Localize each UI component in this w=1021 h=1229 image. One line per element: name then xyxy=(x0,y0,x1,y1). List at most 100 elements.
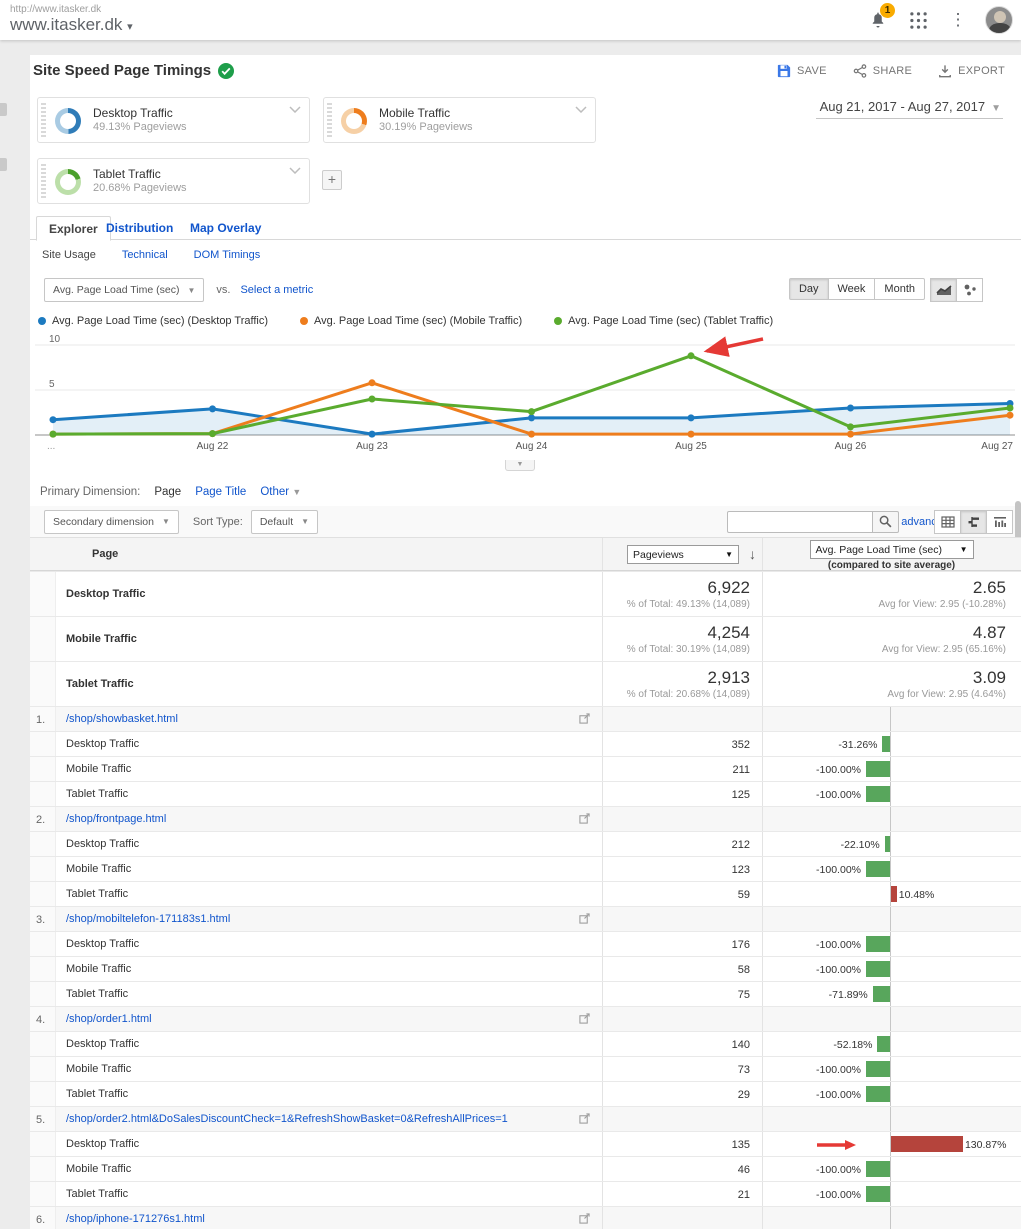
subtab-technical[interactable]: Technical xyxy=(121,249,168,261)
data-point[interactable] xyxy=(368,395,376,403)
save-button[interactable]: SAVE xyxy=(777,64,827,78)
data-point[interactable] xyxy=(687,430,695,438)
external-link-icon[interactable] xyxy=(579,1213,590,1224)
chevron-down-icon[interactable] xyxy=(575,106,587,113)
granularity-day-button[interactable]: Day xyxy=(788,278,829,300)
sort-descending-icon[interactable]: ↓ xyxy=(749,546,756,562)
x-axis-tick-label: Aug 22 xyxy=(197,441,229,452)
data-point[interactable] xyxy=(368,379,376,387)
export-button[interactable]: EXPORT xyxy=(938,64,1005,78)
secondary-dimension-button[interactable]: Secondary dimension ▼ xyxy=(44,509,179,534)
data-point[interactable] xyxy=(368,430,376,438)
metric-group-tabs: Site Usage Technical DOM Timings xyxy=(42,249,260,261)
table-search-input[interactable] xyxy=(727,510,873,533)
metric-column-note: (compared to site average) xyxy=(827,560,956,571)
scrollbar-thumb[interactable] xyxy=(1015,501,1021,559)
segment-card-mobile[interactable]: Mobile Traffic 30.19% Pageviews xyxy=(323,97,596,143)
comparison-bar xyxy=(872,986,890,1002)
data-point[interactable] xyxy=(209,430,216,438)
table-row: Desktop Traffic 352 -31.26% xyxy=(30,731,1021,756)
device-segment-label: Desktop Traffic xyxy=(66,738,140,750)
sort-type-dropdown[interactable]: Default ▼ xyxy=(250,509,319,534)
page-link[interactable]: /shop/mobiltelefon-171183s1.html xyxy=(66,913,231,925)
subtab-dom-timings[interactable]: DOM Timings xyxy=(193,249,261,261)
data-point[interactable] xyxy=(209,405,216,413)
metric-bar: Avg. Page Load Time (sec) ▼ vs. Select a … xyxy=(44,278,1007,304)
chevron-down-icon[interactable] xyxy=(289,167,301,174)
add-segment-button[interactable]: + xyxy=(322,170,342,190)
chevron-down-icon[interactable] xyxy=(289,106,301,113)
row-number-cell: 1. xyxy=(30,707,56,731)
account-selector[interactable]: www.itasker.dk ▾ xyxy=(10,15,133,34)
page-link[interactable]: /shop/iphone-171276s1.html xyxy=(66,1213,205,1225)
share-button[interactable]: SHARE xyxy=(853,64,912,78)
external-link-icon[interactable] xyxy=(579,1013,590,1024)
notifications-bell-button[interactable]: 1 xyxy=(865,3,895,33)
subtab-site-usage[interactable]: Site Usage xyxy=(42,249,96,261)
segment-card-desktop[interactable]: Desktop Traffic 49.13% Pageviews xyxy=(37,97,310,143)
granularity-month-button[interactable]: Month xyxy=(874,278,925,300)
chevron-down-icon: ▼ xyxy=(161,517,170,526)
search-button[interactable] xyxy=(872,510,899,533)
pageviews-summary-cell: 6,922 % of Total: 49.13% (14,089) xyxy=(602,572,762,616)
dimension-page-title[interactable]: Page Title xyxy=(195,486,247,498)
data-point[interactable] xyxy=(847,404,854,412)
data-point[interactable] xyxy=(687,352,695,360)
page-link[interactable]: /shop/frontpage.html xyxy=(66,813,167,825)
date-range-selector[interactable]: Aug 21, 2017 - Aug 27, 2017 ▼ xyxy=(815,97,1003,119)
apps-grid-button[interactable] xyxy=(905,7,931,33)
drag-handle[interactable] xyxy=(41,103,46,137)
metric-dropdown[interactable]: Avg. Page Load Time (sec) ▼ xyxy=(44,278,205,302)
data-point[interactable] xyxy=(847,430,854,438)
page-link[interactable]: /shop/order1.html xyxy=(66,1013,152,1025)
data-point[interactable] xyxy=(528,430,535,438)
timeseries-chart[interactable]: 5 10... Aug 22 Aug 23 Aug 24 Aug 25 Aug 26 Aug … xyxy=(35,334,1015,462)
data-point[interactable] xyxy=(528,408,535,416)
tab-map-overlay[interactable]: Map Overlay xyxy=(190,221,262,235)
pivot-view-button[interactable] xyxy=(986,509,1013,534)
segment-card-tablet[interactable]: Tablet Traffic 20.68% Pageviews xyxy=(37,158,310,204)
external-link-icon[interactable] xyxy=(579,713,590,724)
device-segment-label: Tablet Traffic xyxy=(66,1188,129,1200)
drag-handle[interactable] xyxy=(327,103,332,137)
data-point[interactable] xyxy=(49,430,57,438)
legend-dot-icon xyxy=(554,317,563,325)
data-point[interactable] xyxy=(49,416,57,424)
pageviews-column-dropdown[interactable]: Pageviews ▼ xyxy=(627,545,739,564)
tab-distribution[interactable]: Distribution xyxy=(106,221,174,235)
drag-handle[interactable] xyxy=(41,164,46,198)
data-point[interactable] xyxy=(687,414,695,422)
external-link-icon[interactable] xyxy=(579,813,590,824)
metric-column-dropdown[interactable]: Avg. Page Load Time (sec) ▼ xyxy=(809,540,974,559)
tab-explorer[interactable]: Explorer xyxy=(36,216,111,241)
legend-item[interactable]: Avg. Page Load Time (sec) (Mobile Traffi… xyxy=(300,315,522,327)
column-header-page[interactable]: Page xyxy=(92,548,119,560)
comparison-view-button[interactable] xyxy=(960,509,987,534)
table-row: Mobile Traffic 123 -100.00% xyxy=(30,856,1021,881)
data-point[interactable] xyxy=(528,414,535,422)
data-point[interactable] xyxy=(1006,411,1014,419)
motion-chart-view-button[interactable] xyxy=(956,278,983,302)
page-link[interactable]: /shop/order2.html&DoSalesDiscountCheck=1… xyxy=(66,1113,508,1125)
external-link-icon[interactable] xyxy=(579,913,590,924)
user-avatar[interactable] xyxy=(985,6,1013,34)
data-point[interactable] xyxy=(847,423,854,431)
external-link-icon[interactable] xyxy=(579,1113,590,1124)
time-granularity-group: Day Week Month xyxy=(788,278,925,300)
granularity-week-button[interactable]: Week xyxy=(827,278,876,300)
legend-item[interactable]: Avg. Page Load Time (sec) (Tablet Traffi… xyxy=(554,315,773,327)
metric-summary-cell: 4.87 Avg for View: 2.95 (65.16%) xyxy=(762,617,1020,661)
page-link[interactable]: /shop/showbasket.html xyxy=(66,713,178,725)
select-a-metric-link[interactable]: Select a metric xyxy=(240,284,314,296)
segment-summary-label: Tablet Traffic xyxy=(66,678,134,690)
data-table-view-button[interactable] xyxy=(934,509,961,534)
more-options-button[interactable]: ⋮ xyxy=(945,7,971,33)
legend-item[interactable]: Avg. Page Load Time (sec) (Desktop Traff… xyxy=(38,315,268,327)
line-chart-view-button[interactable] xyxy=(930,278,957,302)
comparison-axis-line xyxy=(890,1082,891,1106)
data-point[interactable] xyxy=(1006,404,1014,412)
dimension-other[interactable]: Other ▼ xyxy=(260,486,302,498)
legend-label: Avg. Page Load Time (sec) (Mobile Traffi… xyxy=(314,315,523,327)
dimension-page[interactable]: Page xyxy=(154,486,182,498)
chart-collapse-handle[interactable]: ▼ xyxy=(505,460,535,471)
